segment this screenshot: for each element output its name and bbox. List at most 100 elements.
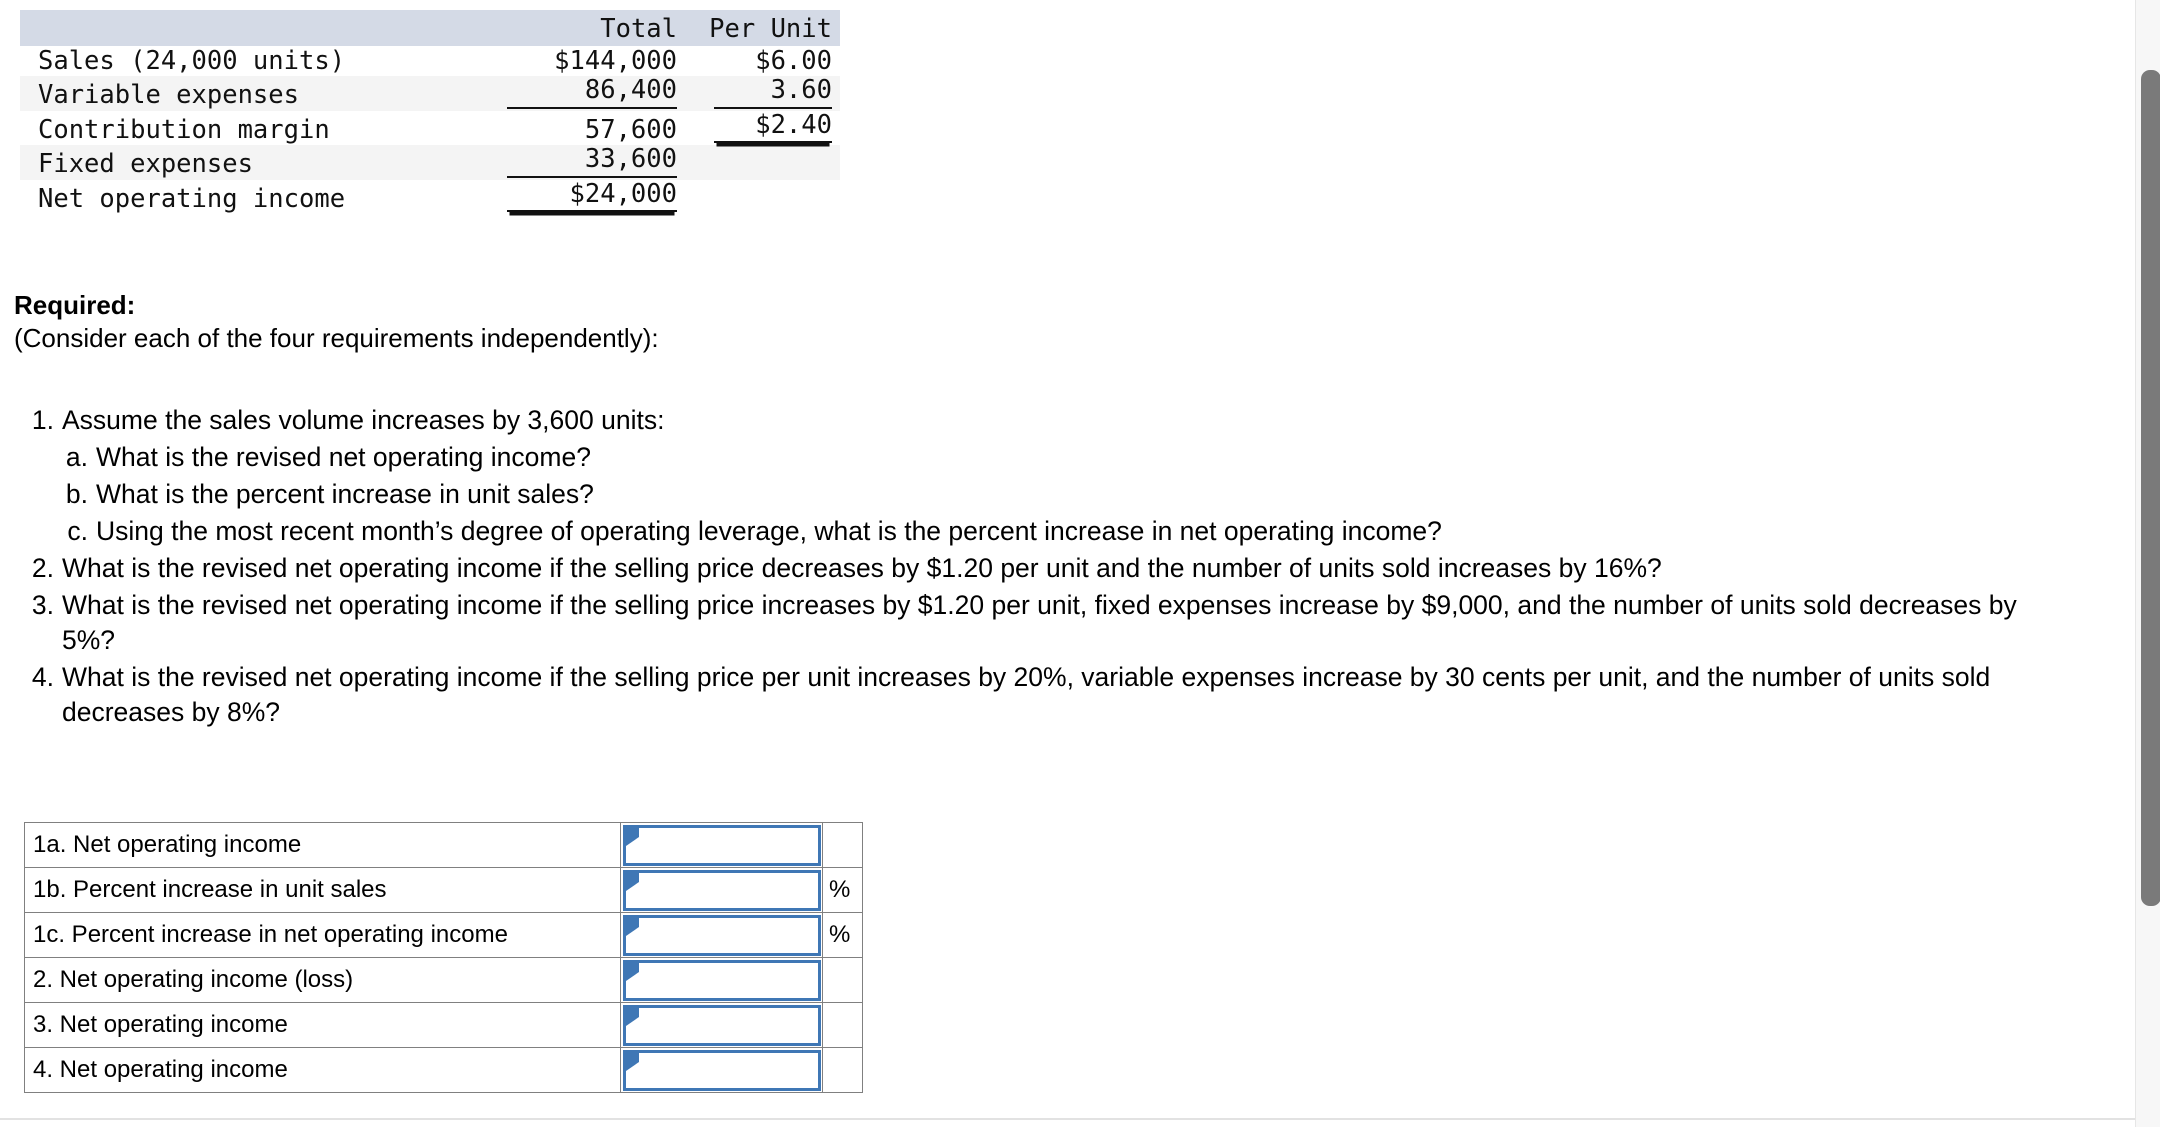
answer-unit-suffix: % — [822, 912, 863, 958]
answer-input[interactable] — [625, 962, 818, 998]
statement-row: Variable expenses 86,400 3.60 — [20, 76, 840, 111]
statement-value-cell: $ 6.00 — [685, 46, 840, 76]
statement-header-row: Total Per Unit — [20, 10, 840, 46]
answer-input[interactable] — [625, 917, 818, 953]
answer-input-cell[interactable] — [620, 867, 823, 913]
statement-value-cell: 3.60 — [685, 76, 840, 111]
answer-input-box[interactable] — [622, 1049, 821, 1091]
scrollbar-thumb[interactable] — [2141, 70, 2160, 906]
statement-value-cell: $ 24,000 — [470, 180, 685, 215]
answer-row-label: 1a. Net operating income — [24, 822, 621, 868]
requirement-subitem-text: What is the percent increase in unit sal… — [96, 478, 594, 509]
requirement-item: 1. Assume the sales volume increases by 3… — [14, 403, 2024, 438]
requirement-item: 4. What is the revised net operating inco… — [14, 660, 2024, 730]
requirement-item: 3. What is the revised net operating inco… — [14, 588, 2024, 658]
answer-input-box[interactable] — [622, 959, 821, 1001]
required-subtitle: (Consider each of the four requirements … — [14, 323, 659, 354]
statement-column-header: Per Unit — [709, 13, 832, 44]
requirement-marker: 2. — [31, 552, 54, 583]
answer-table: 1a. Net operating income 1b. Percent incr… — [24, 822, 863, 1093]
requirement-subitem: c. Using the most recent month’s degree o… — [14, 514, 2024, 549]
statement-value-cell: $ 2.40 — [685, 111, 840, 146]
requirement-marker: 4. — [31, 661, 54, 692]
answer-row-label: 4. Net operating income — [24, 1047, 621, 1093]
requirements-list: 1. Assume the sales volume increases by 3… — [14, 403, 2024, 732]
answer-input-box[interactable] — [622, 914, 821, 956]
statement-value-cell: 57,600 — [470, 111, 685, 146]
requirement-subitem: b. What is the percent increase in unit s… — [14, 477, 2024, 512]
statement-value-cell: 33,600 — [470, 145, 685, 180]
answer-row: 3. Net operating income — [24, 1002, 863, 1048]
answer-input-cell[interactable] — [620, 1002, 823, 1048]
income-statement-table: Total Per Unit Sales (24,000 units) $ 144,0… — [20, 10, 840, 214]
statement-row-label: Fixed expenses — [20, 145, 470, 180]
answer-input-box[interactable] — [622, 824, 821, 866]
currency-symbol: $ — [554, 45, 570, 76]
answer-unit-suffix — [822, 957, 863, 1003]
statement-column-header — [20, 10, 470, 46]
answer-unit-suffix: % — [822, 867, 863, 913]
answer-input[interactable] — [625, 827, 818, 863]
currency-symbol: $ — [755, 109, 771, 140]
requirement-subitem-marker: c. — [67, 515, 88, 546]
required-title: Required: — [14, 290, 136, 320]
required-section: Required: (Consider each of the four req… — [14, 290, 2014, 354]
requirement-text: Assume the sales volume increases by 3,6… — [62, 405, 665, 435]
statement-value: 144,000 — [569, 45, 677, 76]
answer-input[interactable] — [625, 1052, 818, 1088]
statement-row: Net operating income $ 24,000 — [20, 180, 840, 215]
statement-column-header: Total — [600, 13, 677, 44]
answer-unit-suffix — [822, 1047, 863, 1093]
statement-value: 86,400 — [584, 75, 677, 105]
answer-input-box[interactable] — [622, 1004, 821, 1046]
requirement-item: 2. What is the revised net operating inco… — [14, 551, 2024, 586]
answer-input-cell[interactable] — [620, 957, 823, 1003]
answer-input-cell[interactable] — [620, 1047, 823, 1093]
answer-unit-suffix — [822, 1002, 863, 1048]
answer-input[interactable] — [625, 872, 818, 908]
answer-row-label: 1c. Percent increase in net operating in… — [24, 912, 621, 958]
requirement-marker: 3. — [31, 589, 54, 620]
statement-row: Sales (24,000 units) $ 144,000 $ 6.00 — [20, 46, 840, 76]
answer-row: 4. Net operating income — [24, 1047, 863, 1093]
answer-row-label: 3. Net operating income — [24, 1002, 621, 1048]
answer-input[interactable] — [625, 1007, 818, 1043]
answer-row: 2. Net operating income (loss) — [24, 957, 863, 1003]
statement-value: 3.60 — [770, 75, 832, 105]
currency-symbol: $ — [755, 45, 771, 76]
bottom-divider — [0, 1118, 2135, 1120]
statement-row: Fixed expenses 33,600 — [20, 145, 840, 180]
requirement-subitem: a. What is the revised net operating inco… — [14, 440, 2024, 475]
vertical-scrollbar[interactable] — [2135, 0, 2160, 1127]
statement-value-cell — [685, 180, 840, 215]
answer-row: 1c. Percent increase in net operating in… — [24, 912, 863, 958]
statement-value: 2.40 — [770, 109, 832, 140]
statement-row: Contribution margin 57,600 $ 2.40 — [20, 111, 840, 146]
statement-value-cell — [685, 145, 840, 180]
income-statement: Total Per Unit Sales (24,000 units) $ 144,0… — [20, 10, 840, 214]
requirement-subitem-text: What is the revised net operating income… — [96, 441, 591, 472]
statement-value-cell: $ 144,000 — [470, 46, 685, 76]
statement-value-cell: 86,400 — [470, 76, 685, 111]
statement-value: 33,600 — [584, 144, 677, 174]
currency-symbol: $ — [569, 178, 585, 209]
requirement-text: What is the revised net operating income… — [62, 661, 1991, 727]
answer-row: 1a. Net operating income — [24, 822, 863, 868]
statement-row-label: Contribution margin — [38, 114, 330, 145]
answer-row: 1b. Percent increase in unit sales% — [24, 867, 863, 913]
answer-row-label: 1b. Percent increase in unit sales — [24, 867, 621, 913]
requirement-text: What is the revised net operating income… — [62, 552, 1662, 583]
statement-value: 24,000 — [584, 178, 677, 209]
requirement-subitem-text: Using the most recent month’s degree of … — [96, 515, 1442, 546]
statement-row-label: Sales (24,000 units) — [38, 45, 346, 76]
answer-input-cell[interactable] — [620, 912, 823, 958]
requirement-subitem-marker: a. — [65, 441, 88, 472]
answer-unit-suffix — [822, 822, 863, 868]
requirement-subitem-marker: b. — [65, 478, 88, 509]
statement-row-label: Variable expenses — [20, 76, 470, 111]
requirement-marker: 1. — [31, 405, 54, 435]
statement-row-label: Net operating income — [38, 183, 346, 214]
answer-input-box[interactable] — [622, 869, 821, 911]
answer-input-cell[interactable] — [620, 822, 823, 868]
